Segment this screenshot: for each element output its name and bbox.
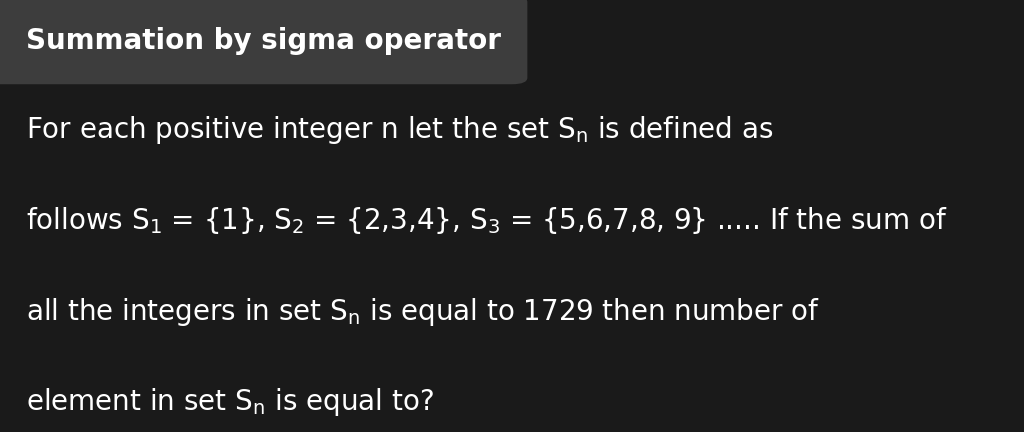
Text: all the integers in set $\mathregular{S_n}$ is equal to 1729 then number of: all the integers in set $\mathregular{S_… [26,295,820,328]
Text: Summation by sigma operator: Summation by sigma operator [26,27,501,55]
Text: For each positive integer n let the set $\mathregular{S_n}$ is defined as: For each positive integer n let the set … [26,114,773,146]
FancyBboxPatch shape [0,0,527,84]
Text: element in set $\mathregular{S_n}$ is equal to?: element in set $\mathregular{S_n}$ is eq… [26,386,433,419]
Text: follows $\mathregular{S_1}$ = {1}, $\mathregular{S_2}$ = {2,3,4}, $\mathregular{: follows $\mathregular{S_1}$ = {1}, $\mat… [26,205,947,236]
